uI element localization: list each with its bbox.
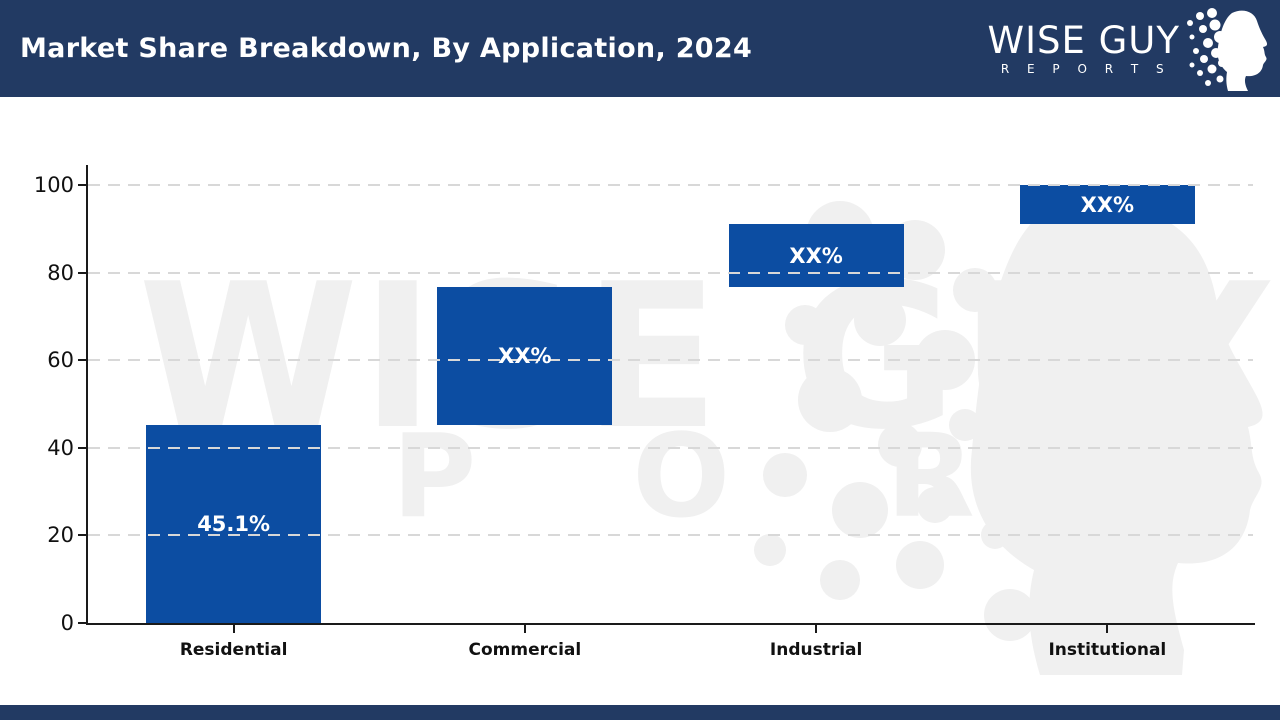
y-tick-label: 20 [47, 523, 74, 548]
footer-bar [0, 705, 1280, 720]
x-tick-mark [232, 625, 235, 633]
x-tick-mark [815, 625, 818, 633]
gridline [88, 446, 1253, 449]
y-tick-mark [78, 184, 86, 186]
y-tick-mark [78, 359, 86, 362]
y-tick-label: 0 [60, 611, 74, 635]
y-tick-mark [78, 446, 86, 449]
y-tick-label: 80 [47, 260, 74, 285]
x-axis-label-commercial: Commercial [468, 640, 582, 660]
bar-institutional [1019, 185, 1195, 225]
gridline [88, 359, 1253, 362]
y-axis-line [86, 165, 88, 625]
gridline [88, 271, 1253, 274]
bar-value-label: XX% [1080, 192, 1135, 217]
logo-face-icon [1187, 8, 1268, 91]
header: Market Share Breakdown, By Application, … [0, 0, 1280, 97]
x-axis-label-institutional: Institutional [1048, 640, 1167, 660]
logo-text: WISE GUY R E P O R T S [987, 19, 1180, 76]
y-tick-mark [78, 622, 86, 624]
logo-wordmark: WISE GUY [987, 19, 1180, 63]
x-axis-label-industrial: Industrial [769, 640, 863, 660]
x-axis-line [86, 623, 1255, 625]
bar-industrial [728, 224, 904, 288]
y-tick-label: 60 [47, 348, 74, 373]
page-title: Market Share Breakdown, By Application, … [20, 33, 753, 64]
x-tick-mark [523, 625, 526, 633]
bar-residential [146, 425, 322, 623]
gridline [88, 184, 1253, 186]
bar-value-label: XX% [498, 344, 552, 369]
y-tick-mark [78, 271, 86, 274]
x-tick-mark [1106, 625, 1109, 633]
y-tick-mark [78, 534, 86, 537]
watermark-face-icon [744, 201, 1263, 675]
y-tick-label: 100 [33, 173, 74, 197]
bar-value-label: XX% [789, 243, 843, 268]
logo-subtext: R E P O R T S [1000, 61, 1171, 76]
bar-commercial [437, 287, 613, 426]
gridline [88, 534, 1253, 537]
y-tick-label: 40 [47, 435, 74, 460]
wiseguy-logo: WISE GUY R E P O R T S [988, 6, 1270, 92]
x-axis-label-residential: Residential [179, 640, 288, 660]
bar-value-label: 45.1% [197, 512, 271, 537]
